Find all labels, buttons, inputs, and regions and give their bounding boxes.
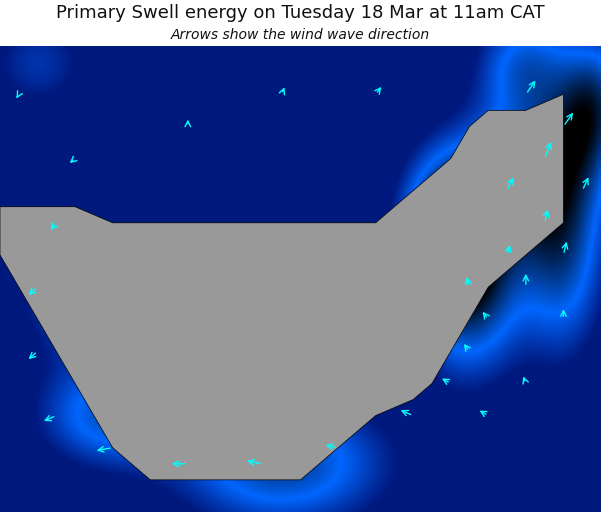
Text: Arrows show the wind wave direction: Arrows show the wind wave direction bbox=[171, 28, 430, 41]
Polygon shape bbox=[0, 94, 564, 480]
Text: Primary Swell energy on Tuesday 18 Mar at 11am CAT: Primary Swell energy on Tuesday 18 Mar a… bbox=[56, 4, 545, 22]
